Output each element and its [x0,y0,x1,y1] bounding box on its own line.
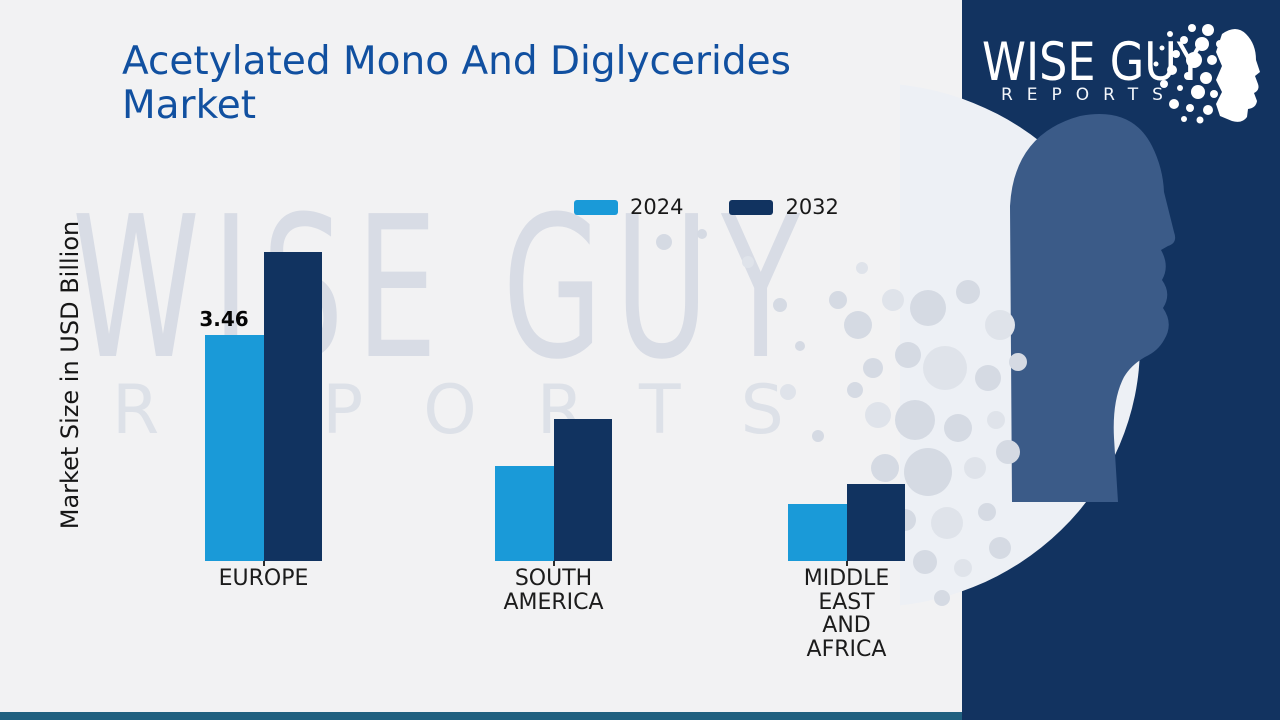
category-label-south-america: SOUTH AMERICA [503,566,604,615]
legend-item-2032: 2032 [729,195,839,219]
gray-dot-blob [856,262,868,274]
watermark-reports-text: REPORTS [112,371,844,450]
gray-dot-blob [844,311,872,339]
x-axis-tick [845,561,848,566]
legend-label-2024: 2024 [630,195,684,219]
legend-swatch-2032 [729,199,774,215]
bottom-accent-strip [0,712,962,720]
gray-dot-blob [829,291,847,309]
x-axis-tick [552,561,555,566]
category-label-europe: EUROPE [218,566,309,591]
gray-dot-blob [847,382,863,398]
brand-logo-subtitle: REPORTS [1001,85,1177,105]
gray-dot-blob [865,402,891,428]
x-axis-tick [262,561,265,566]
chart-title: Acetylated Mono And Diglycerides Market [122,39,791,128]
bar-2032-middle-east-and-africa [846,484,905,561]
gray-dot-blob [871,454,899,482]
brand-logo-dotted-face-icon [1153,24,1260,124]
legend-item-2024: 2024 [574,195,683,219]
brand-logo-name: WISE GUY [982,32,1204,93]
brand-panel: WISE GUY REPORTS [900,0,1280,720]
chart-legend: 2024 2032 [574,195,839,219]
gray-dot-blob [863,358,883,378]
watermark-brand-text: WISE GUY [72,175,813,403]
legend-swatch-2024 [574,199,618,215]
legend-label-2032: 2032 [785,195,839,219]
face-profile-silhouette-icon [1010,114,1176,502]
bar-2024-south-america [495,466,554,561]
bar-2024-middle-east-and-africa [788,504,847,561]
y-axis-label-text: Market Size in USD Billion [56,220,84,530]
